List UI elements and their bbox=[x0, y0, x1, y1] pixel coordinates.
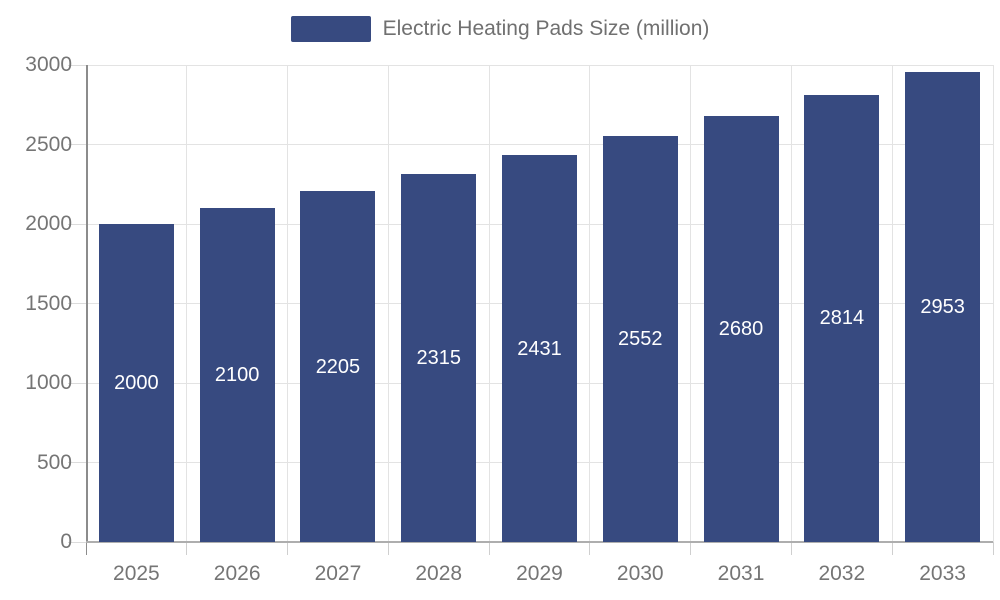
legend[interactable]: Electric Heating Pads Size (million) bbox=[0, 16, 1000, 42]
x-tick-label: 2028 bbox=[415, 562, 463, 585]
bar[interactable] bbox=[199, 208, 275, 542]
bar[interactable] bbox=[905, 72, 981, 542]
y-axis-tick bbox=[68, 541, 86, 543]
x-tick-label: 2033 bbox=[919, 562, 966, 585]
y-axis-tick bbox=[68, 382, 86, 384]
gridline-vertical bbox=[992, 65, 994, 542]
y-axis-line bbox=[86, 65, 88, 542]
x-axis-tick bbox=[186, 542, 188, 555]
gridline-vertical bbox=[488, 65, 490, 542]
bar[interactable] bbox=[804, 94, 880, 542]
y-tick-label: 2000 bbox=[25, 212, 72, 235]
bar[interactable] bbox=[98, 224, 174, 542]
x-axis-tick bbox=[387, 542, 389, 555]
x-axis-tick bbox=[992, 542, 994, 555]
gridline-vertical bbox=[690, 65, 692, 542]
legend-label: Electric Heating Pads Size (million) bbox=[382, 17, 710, 40]
legend-swatch bbox=[290, 16, 371, 42]
gridline-vertical bbox=[287, 65, 289, 542]
bar[interactable] bbox=[502, 155, 577, 542]
y-tick-label: 3000 bbox=[25, 53, 72, 76]
x-tick-label: 2025 bbox=[113, 562, 160, 585]
x-tick-label: 2027 bbox=[314, 562, 362, 585]
bar[interactable] bbox=[401, 173, 477, 542]
y-tick-label: 1000 bbox=[25, 371, 72, 394]
y-tick-label: 500 bbox=[36, 450, 72, 474]
y-tick-label: 2500 bbox=[25, 132, 72, 156]
gridline-vertical bbox=[790, 65, 792, 542]
x-axis-tick bbox=[85, 542, 87, 555]
y-tick-label: 0 bbox=[60, 530, 72, 553]
x-axis-tick bbox=[690, 542, 692, 555]
y-axis-tick bbox=[68, 144, 86, 145]
x-axis-tick bbox=[287, 542, 289, 555]
gridline-vertical bbox=[891, 65, 893, 542]
y-tick-label: 1500 bbox=[25, 291, 72, 315]
x-axis-line bbox=[86, 541, 993, 543]
gridline-horizontal bbox=[86, 64, 993, 66]
x-tick-label: 2026 bbox=[213, 562, 261, 585]
x-tick-label: 2030 bbox=[616, 562, 664, 585]
y-axis-tick bbox=[68, 462, 86, 463]
x-tick-label: 2029 bbox=[516, 562, 563, 585]
bar[interactable] bbox=[602, 136, 678, 542]
bar[interactable] bbox=[703, 115, 779, 542]
y-axis-tick bbox=[68, 64, 86, 66]
x-axis-tick bbox=[589, 542, 591, 555]
x-tick-label: 2031 bbox=[717, 562, 765, 585]
gridline-horizontal bbox=[86, 144, 993, 145]
bar[interactable] bbox=[300, 191, 376, 542]
x-tick-label: 2032 bbox=[818, 562, 866, 585]
plot-area: 0 500 1000 1500 2000 2500 3000 2000 2025 2100 2026… bbox=[25, 53, 994, 585]
y-axis-tick bbox=[68, 223, 86, 225]
gridline-vertical bbox=[186, 65, 188, 542]
x-axis-tick bbox=[891, 542, 893, 555]
x-axis-tick bbox=[790, 542, 792, 555]
gridline-vertical bbox=[387, 65, 389, 542]
x-axis-tick bbox=[488, 542, 490, 555]
gridline-vertical bbox=[589, 65, 591, 542]
y-axis-tick bbox=[68, 303, 86, 304]
